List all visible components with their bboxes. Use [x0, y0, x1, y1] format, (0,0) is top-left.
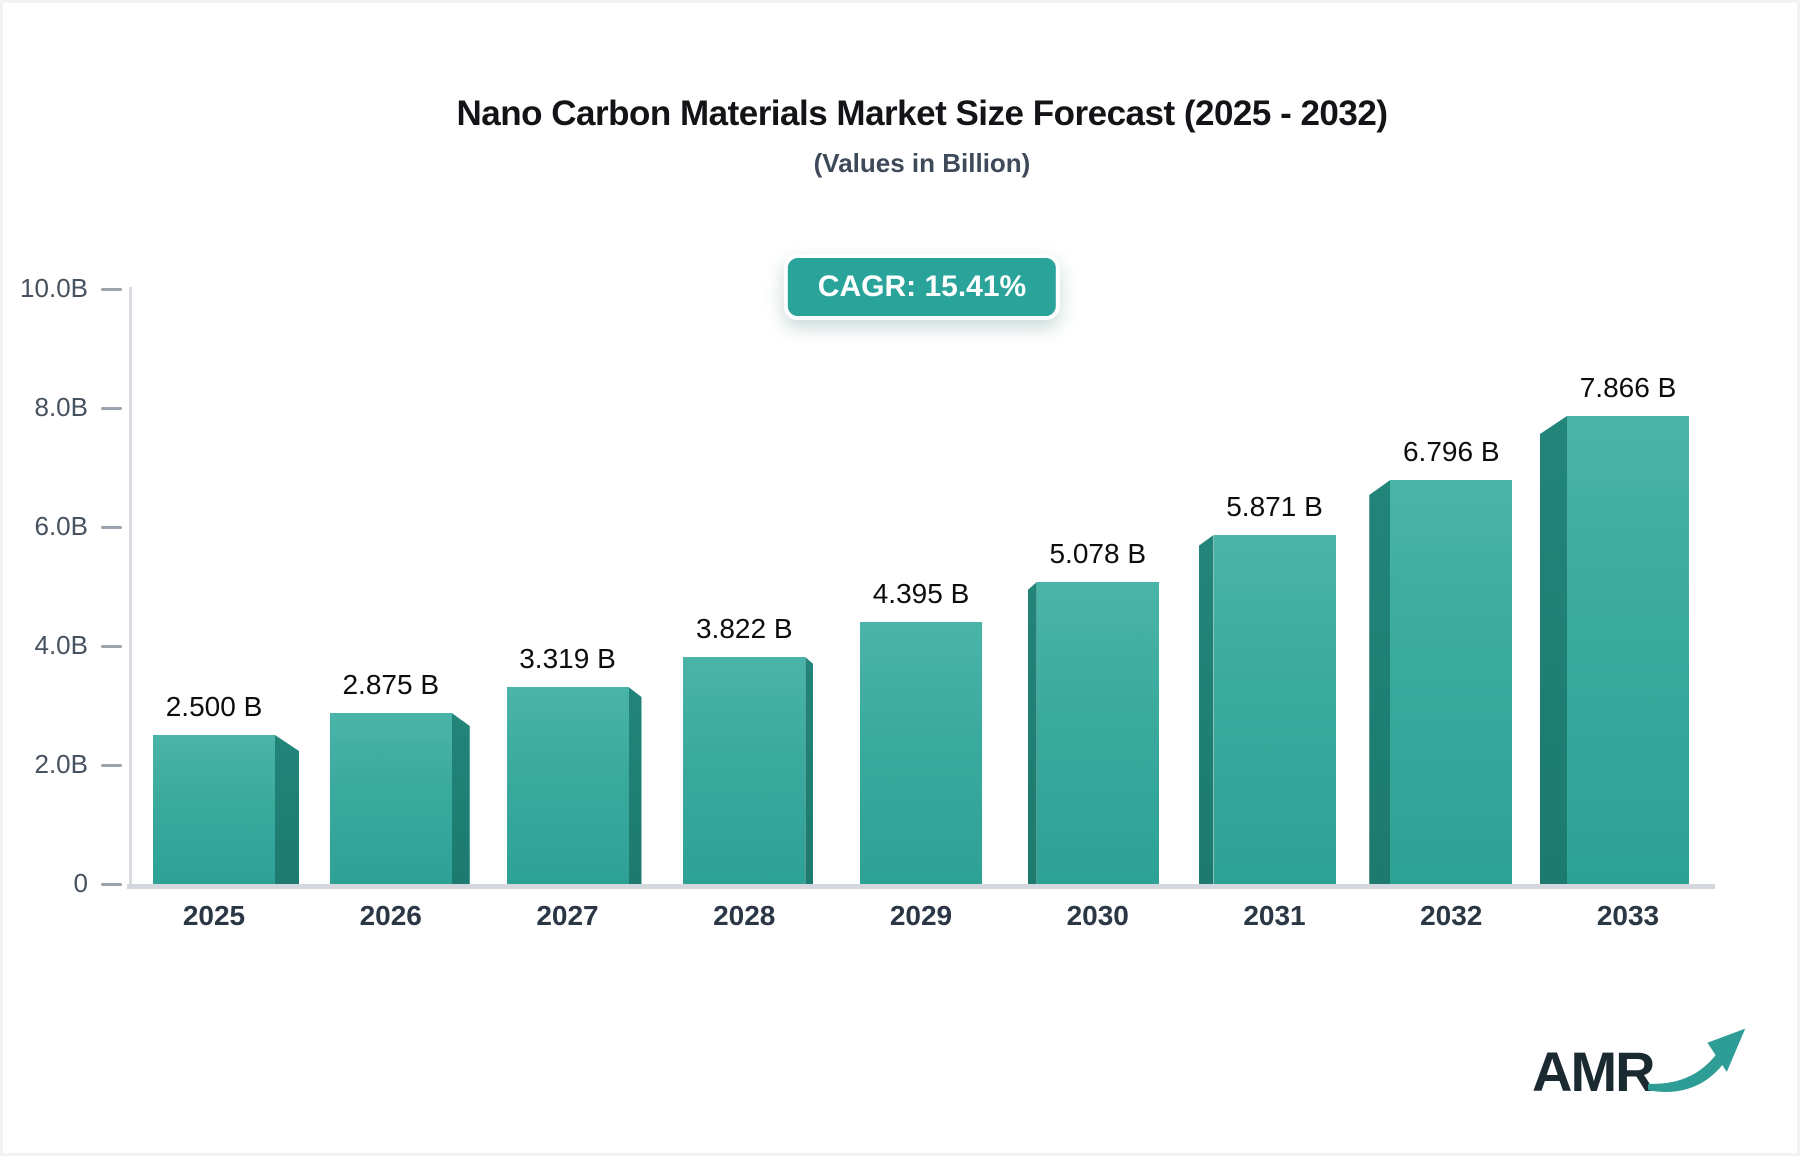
- x-axis-year-label: 2026: [359, 900, 422, 931]
- bar-2030: [1036, 582, 1159, 884]
- y-axis-tick-label: 8.0B: [34, 392, 89, 422]
- bar-3d-side: [805, 657, 814, 884]
- bar-value-label: 2.500 B: [165, 691, 263, 722]
- bar-2028: [683, 657, 806, 884]
- x-axis-year-label: 2025: [182, 900, 246, 931]
- bar-3d-side: [1198, 535, 1214, 884]
- chart-title: Nano Carbon Materials Market Size Foreca…: [456, 94, 1388, 133]
- bar-3d-side: [1540, 416, 1567, 884]
- chart-subtitle: (Values in Billion): [813, 148, 1031, 178]
- cagr-badge: CAGR: 15.41%: [783, 254, 1061, 320]
- bar-2033: [1567, 416, 1689, 884]
- amr-logo: AMR: [1532, 1022, 1756, 1100]
- growth-arrow-icon: [1647, 1028, 1745, 1092]
- bar-3d-side: [628, 687, 642, 884]
- x-axis-year-label: 2030: [1066, 900, 1129, 931]
- bar-2032: [1390, 480, 1513, 884]
- y-axis-tick-mark: [101, 526, 122, 529]
- bar-3d-side: [1369, 480, 1391, 884]
- bar-value-label: 4.395 B: [872, 578, 970, 609]
- bar-value-label: 3.319 B: [519, 643, 616, 674]
- y-axis-tick-label: 2.0B: [34, 749, 89, 779]
- bar-3d-side: [451, 713, 470, 884]
- y-axis-tick-label: 0: [73, 868, 88, 898]
- y-axis-tick-label: 6.0B: [34, 511, 89, 541]
- x-axis-year-label: 2027: [536, 900, 599, 931]
- x-axis-year-label: 2032: [1420, 900, 1483, 931]
- bar-2027: [506, 687, 629, 884]
- x-axis-year-label: 2031: [1243, 900, 1306, 931]
- bar-value-label: 5.871 B: [1226, 491, 1323, 522]
- bar-value-label: 6.796 B: [1402, 436, 1500, 467]
- y-axis-tick-mark: [101, 288, 122, 291]
- x-axis-year-label: 2033: [1596, 900, 1660, 931]
- bar-value-label: 5.078 B: [1049, 538, 1147, 569]
- bar-2031: [1213, 535, 1336, 884]
- y-axis-tick-mark: [101, 645, 122, 648]
- bar-value-label: 7.866 B: [1579, 372, 1677, 403]
- x-axis-year-label: 2029: [889, 900, 953, 931]
- y-axis-tick-label: 10.0B: [20, 273, 88, 303]
- y-axis-tick-label: 4.0B: [34, 630, 89, 660]
- y-axis-tick-mark: [101, 407, 122, 410]
- bar-3d-side: [1027, 582, 1037, 884]
- bar-2029: [860, 622, 982, 884]
- y-axis-tick-mark: [101, 883, 122, 886]
- bar-value-label: 2.875 B: [342, 669, 440, 700]
- x-axis-year-label: 2028: [713, 900, 776, 931]
- bar-2026: [329, 713, 452, 884]
- bar-3d-side: [275, 735, 299, 884]
- x-axis-baseline: [127, 884, 1715, 889]
- y-axis-line: [129, 287, 132, 888]
- amr-logo-text: AMR: [1532, 1040, 1656, 1103]
- bar-2025: [153, 735, 275, 884]
- bar-value-label: 3.822 B: [695, 613, 793, 644]
- y-axis-tick-mark: [101, 764, 122, 767]
